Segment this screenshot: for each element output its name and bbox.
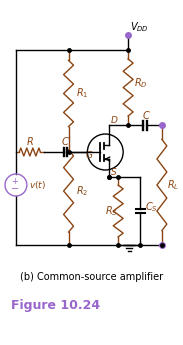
Text: $R_S$: $R_S$: [105, 204, 118, 218]
Text: $C_S$: $C_S$: [145, 200, 158, 214]
Text: C: C: [143, 111, 149, 121]
Text: $v(t)$: $v(t)$: [29, 179, 46, 191]
Text: D: D: [110, 116, 117, 125]
Text: $R_L$: $R_L$: [167, 178, 179, 192]
Text: $R_2$: $R_2$: [76, 184, 88, 198]
Text: $R_1$: $R_1$: [76, 87, 88, 100]
Text: Figure 10.24: Figure 10.24: [11, 298, 100, 312]
Text: $R_D$: $R_D$: [134, 77, 148, 90]
Text: S: S: [111, 168, 117, 177]
Text: C: C: [62, 137, 68, 147]
Text: (b) Common-source amplifier: (b) Common-source amplifier: [20, 272, 163, 282]
Text: +: +: [12, 177, 18, 186]
Text: R: R: [27, 137, 33, 147]
Text: −: −: [11, 184, 19, 194]
Text: G: G: [85, 151, 92, 160]
Text: $V_{DD}$: $V_{DD}$: [130, 20, 149, 34]
